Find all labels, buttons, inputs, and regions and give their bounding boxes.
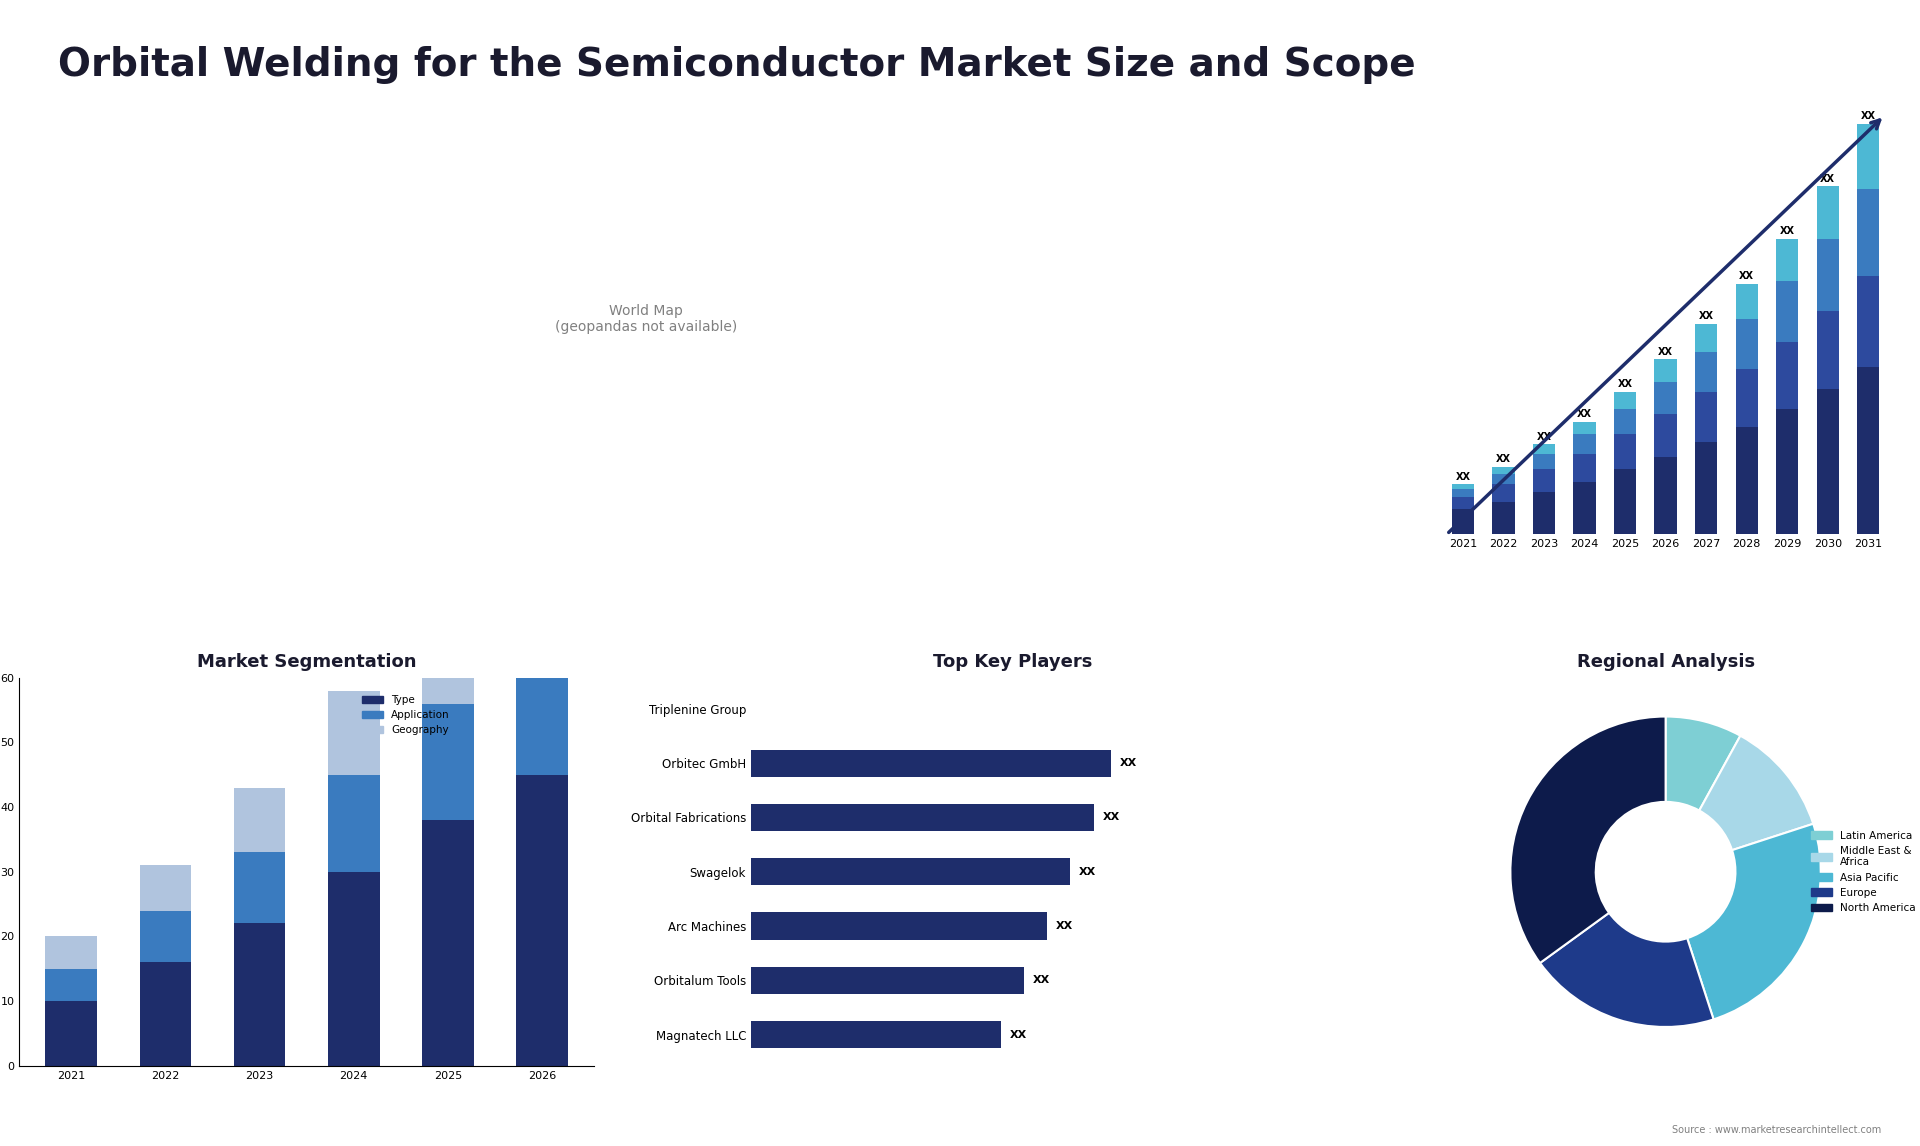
Wedge shape	[1665, 716, 1740, 810]
Text: XX: XX	[1455, 472, 1471, 481]
Bar	[1816, 238, 1839, 312]
Bar	[234, 853, 286, 924]
Bar	[140, 911, 192, 963]
Title: Regional Analysis: Regional Analysis	[1576, 652, 1755, 670]
Bar	[1736, 369, 1759, 426]
Text: XX: XX	[1079, 866, 1096, 877]
Text: XX: XX	[1102, 813, 1119, 823]
Text: XX: XX	[1659, 346, 1672, 356]
Bar	[140, 963, 192, 1066]
Bar	[1816, 312, 1839, 390]
Wedge shape	[1511, 716, 1667, 963]
Text: World Map
(geopandas not available): World Map (geopandas not available)	[555, 304, 737, 333]
Bar	[516, 484, 568, 613]
Bar	[1857, 124, 1880, 189]
Bar	[234, 924, 286, 1066]
Bar	[1532, 492, 1555, 534]
Bar	[1736, 284, 1759, 319]
Bar	[1857, 367, 1880, 534]
Bar	[1532, 454, 1555, 469]
Text: Orbital Welding for the Semiconductor Market Size and Scope: Orbital Welding for the Semiconductor Ma…	[58, 46, 1415, 84]
Bar	[1857, 189, 1880, 276]
Bar	[1655, 359, 1676, 382]
Bar	[328, 775, 380, 872]
Bar	[516, 775, 568, 1066]
Bar	[1776, 409, 1799, 534]
Bar	[1572, 481, 1596, 534]
Text: XX: XX	[1699, 312, 1715, 322]
Text: XX: XX	[1056, 921, 1073, 931]
Text: XX: XX	[1010, 1029, 1027, 1039]
Bar	[422, 704, 474, 821]
Bar	[422, 821, 474, 1066]
Bar	[1572, 422, 1596, 434]
Bar	[140, 865, 192, 911]
Text: XX: XX	[1576, 409, 1592, 419]
Wedge shape	[1699, 736, 1812, 850]
Bar	[1615, 434, 1636, 469]
Bar	[1452, 509, 1475, 534]
Bar	[1492, 485, 1515, 502]
Bar	[1615, 392, 1636, 409]
Bar	[1776, 282, 1799, 342]
Bar	[1615, 409, 1636, 434]
Bar	[1655, 414, 1676, 457]
Bar	[751, 912, 1046, 940]
Bar	[1532, 469, 1555, 492]
Bar	[1695, 392, 1716, 441]
Bar	[46, 936, 98, 968]
Wedge shape	[1688, 824, 1820, 1020]
Text: XX: XX	[1740, 272, 1755, 282]
Bar	[1572, 454, 1596, 481]
Bar	[751, 1021, 1000, 1049]
Bar	[328, 872, 380, 1066]
Bar	[751, 858, 1069, 886]
Bar	[1572, 434, 1596, 454]
Bar	[1532, 445, 1555, 454]
Title: Top Key Players: Top Key Players	[933, 652, 1092, 670]
Bar	[516, 613, 568, 775]
Bar	[422, 594, 474, 704]
Bar	[328, 691, 380, 775]
Bar	[1615, 469, 1636, 534]
Text: XX: XX	[1496, 454, 1511, 464]
Bar	[1816, 390, 1839, 534]
Bar	[1776, 342, 1799, 409]
Legend: Type, Application, Geography: Type, Application, Geography	[357, 691, 453, 739]
Text: XX: XX	[1860, 111, 1876, 121]
Bar	[46, 968, 98, 1002]
Bar	[1452, 489, 1475, 496]
Text: Source : www.marketresearchintellect.com: Source : www.marketresearchintellect.com	[1672, 1124, 1882, 1135]
Bar	[1452, 485, 1475, 489]
Bar	[1695, 441, 1716, 534]
Bar	[751, 803, 1094, 831]
Text: XX: XX	[1820, 174, 1836, 183]
Bar	[1736, 426, 1759, 534]
Bar	[1492, 474, 1515, 485]
Bar	[1857, 276, 1880, 367]
Bar	[751, 749, 1112, 777]
Text: XX: XX	[1033, 975, 1050, 986]
Bar	[46, 1002, 98, 1066]
Text: XX: XX	[1617, 379, 1632, 390]
Bar	[1816, 187, 1839, 238]
Bar	[1736, 319, 1759, 369]
Bar	[1655, 382, 1676, 414]
Bar	[1492, 502, 1515, 534]
Bar	[1695, 352, 1716, 392]
Bar	[1776, 238, 1799, 282]
Text: XX: XX	[1119, 759, 1137, 768]
Bar	[1655, 457, 1676, 534]
Bar	[1695, 324, 1716, 352]
Bar	[1452, 496, 1475, 509]
Text: XX: XX	[1536, 432, 1551, 441]
Bar	[1492, 466, 1515, 474]
Title: Market Segmentation: Market Segmentation	[198, 652, 417, 670]
Legend: Latin America, Middle East &
Africa, Asia Pacific, Europe, North America: Latin America, Middle East & Africa, Asi…	[1807, 826, 1920, 917]
Bar	[234, 787, 286, 853]
Wedge shape	[1540, 913, 1713, 1027]
Bar	[751, 967, 1023, 994]
Text: XX: XX	[1780, 227, 1795, 236]
